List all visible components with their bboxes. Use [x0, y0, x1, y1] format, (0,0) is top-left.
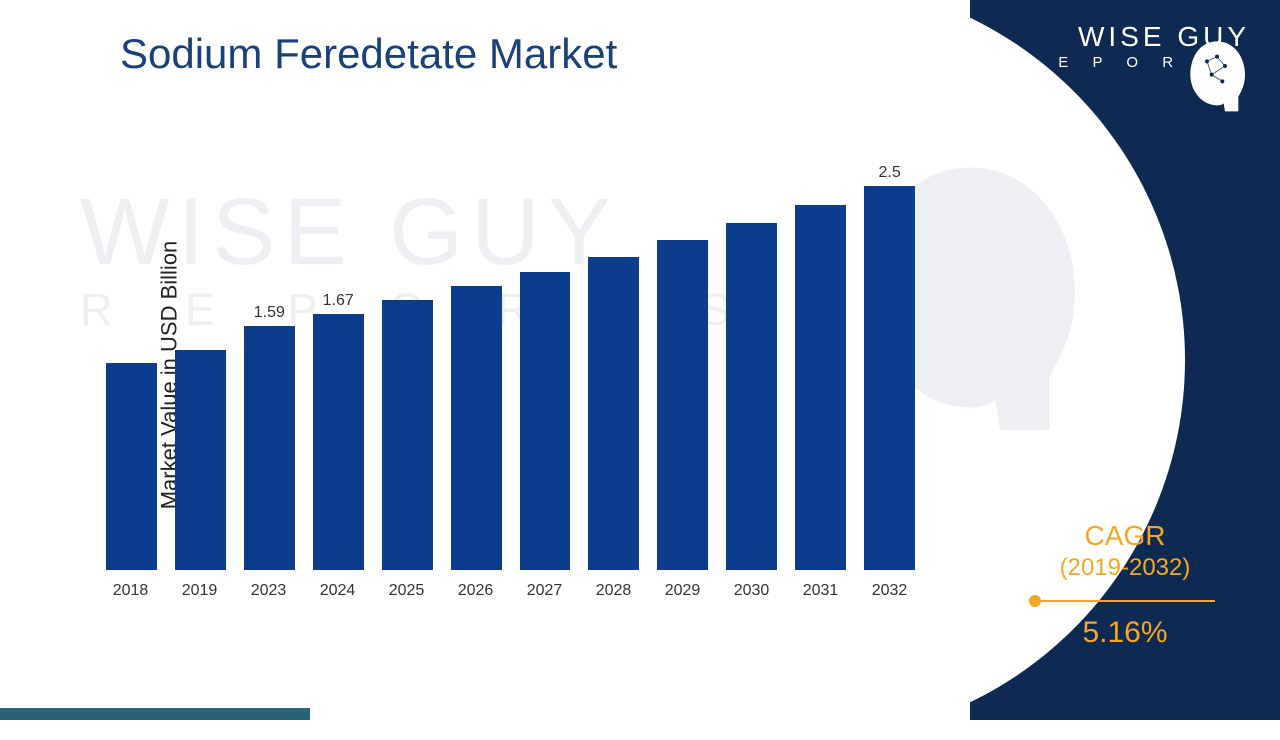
bar-wrap [657, 240, 708, 570]
bar-wrap [451, 286, 502, 570]
bottom-accent-bar [0, 708, 310, 720]
x-axis-label: 2031 [795, 582, 846, 600]
x-axis-label: 2019 [174, 582, 225, 600]
logo-head-icon [1182, 38, 1252, 118]
bar [588, 257, 639, 570]
bar-wrap: 1.59 [244, 326, 295, 570]
x-axis-label: 2026 [450, 582, 501, 600]
bar-wrap: 2.5 [864, 186, 915, 570]
x-axis-label: 2025 [381, 582, 432, 600]
bar [175, 350, 226, 570]
bar [657, 240, 708, 570]
bar-wrap [726, 223, 777, 570]
brand-logo: WISE GUY R E P O R T S [1023, 20, 1250, 72]
bar [382, 300, 433, 570]
x-axis-label: 2024 [312, 582, 363, 600]
x-axis-label: 2030 [726, 582, 777, 600]
cagr-label: CAGR [1010, 520, 1240, 552]
bar [520, 272, 571, 570]
x-axis-label: 2032 [864, 582, 915, 600]
bar-value-label: 1.59 [254, 304, 285, 322]
bar-wrap [382, 300, 433, 570]
bar-wrap [795, 205, 846, 571]
bar-wrap [588, 257, 639, 570]
bar [451, 286, 502, 570]
plot-region: 1.59 1.67 2.5 [100, 140, 920, 570]
x-labels-container: 2018 2019 2023 2024 2025 2026 2027 2028 2029 2030… [100, 582, 920, 600]
cagr-value: 5.16% [1010, 616, 1240, 650]
bar [244, 326, 295, 570]
cagr-range: (2019-2032) [1010, 554, 1240, 582]
x-axis-label: 2018 [105, 582, 156, 600]
chart-area: Market Value in USD Billion 1.591.672.5 … [60, 140, 920, 610]
bars-container: 1.59 1.67 2.5 [101, 140, 920, 570]
bar [313, 314, 364, 570]
bar-wrap [175, 350, 226, 570]
bar [726, 223, 777, 570]
bar-value-label: 2.5 [878, 164, 900, 182]
bar-wrap [520, 272, 571, 570]
bar-wrap [106, 363, 157, 570]
cagr-box: CAGR (2019-2032) 5.16% [1010, 520, 1240, 650]
x-axis-label: 2028 [588, 582, 639, 600]
bar [864, 186, 915, 570]
cagr-divider [1035, 600, 1215, 602]
bar-wrap: 1.67 [313, 314, 364, 570]
bar [795, 205, 846, 571]
bar-value-label: 1.67 [323, 292, 354, 310]
chart-title: Sodium Feredetate Market [120, 30, 617, 78]
x-axis-label: 2023 [243, 582, 294, 600]
x-axis-label: 2029 [657, 582, 708, 600]
bar [106, 363, 157, 570]
x-axis-label: 2027 [519, 582, 570, 600]
